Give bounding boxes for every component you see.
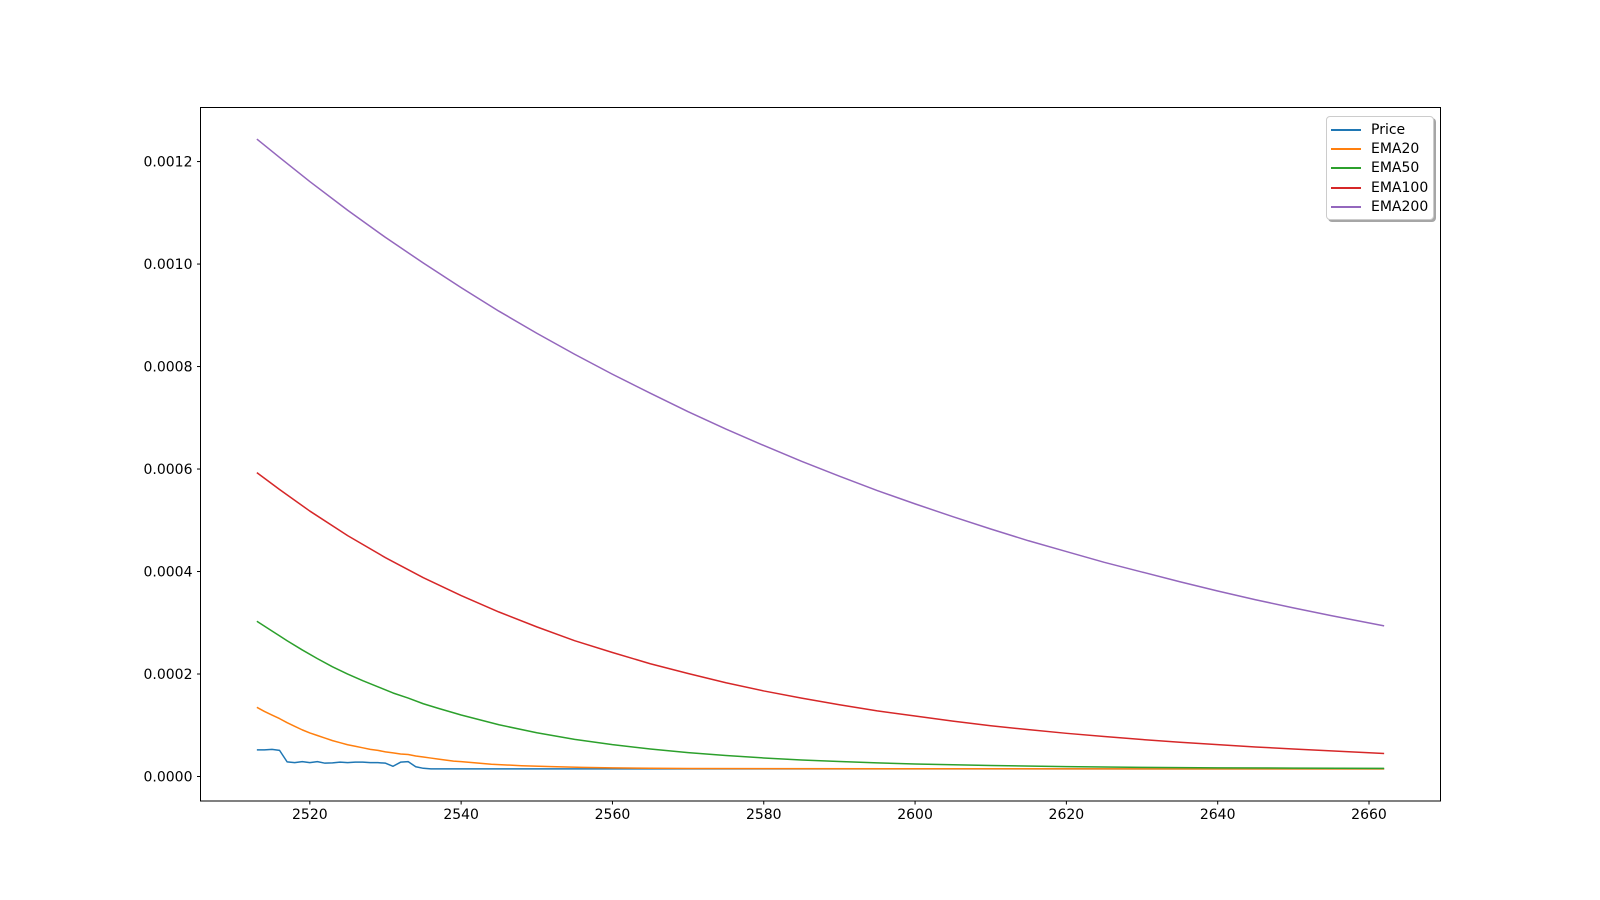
legend-line-icon <box>1331 167 1361 170</box>
legend-item-ema50: EMA50 <box>1331 159 1433 178</box>
y-tick-label: 0.0000 <box>144 770 193 786</box>
legend-line-icon <box>1331 186 1361 189</box>
x-tick-label: 2560 <box>595 807 631 823</box>
legend-item-ema200: EMA200 <box>1331 198 1433 217</box>
legend-item-ema100: EMA100 <box>1331 178 1433 197</box>
series-line-price <box>256 748 1385 770</box>
y-tick-label: 0.0010 <box>144 257 193 273</box>
x-tick-label: 2580 <box>746 807 782 823</box>
x-tick-label: 2640 <box>1200 807 1236 823</box>
legend-line-icon <box>1331 148 1361 151</box>
legend-item-price: Price <box>1331 120 1433 139</box>
series-line-ema20 <box>256 706 1385 770</box>
y-tick-label: 0.0002 <box>144 667 193 683</box>
legend-label: EMA100 <box>1371 179 1429 196</box>
chart-legend: Price EMA20 EMA50 EMA100 EMA200 <box>1326 116 1434 220</box>
y-tick-label: 0.0004 <box>144 565 193 581</box>
plot-frame <box>200 107 1441 802</box>
x-tick-label: 2520 <box>292 807 328 823</box>
series-line-ema50 <box>256 620 1385 770</box>
legend-item-ema20: EMA20 <box>1331 139 1433 158</box>
y-tick-label: 0.0012 <box>144 155 193 171</box>
y-tick-label: 0.0006 <box>144 462 193 478</box>
legend-label: EMA20 <box>1371 141 1420 158</box>
x-tick-label: 2540 <box>443 807 479 823</box>
series-line-ema100 <box>256 472 1385 755</box>
x-tick-label: 2660 <box>1351 807 1387 823</box>
x-tick-label: 2620 <box>1049 807 1085 823</box>
legend-line-icon <box>1331 206 1361 209</box>
legend-line-icon <box>1331 128 1361 131</box>
series-line-ema200 <box>256 138 1385 627</box>
legend-label: EMA200 <box>1371 199 1429 216</box>
legend-label: Price <box>1371 121 1406 138</box>
legend-label: EMA50 <box>1371 160 1420 177</box>
y-tick-label: 0.0008 <box>144 360 193 376</box>
x-tick-label: 2600 <box>897 807 933 823</box>
